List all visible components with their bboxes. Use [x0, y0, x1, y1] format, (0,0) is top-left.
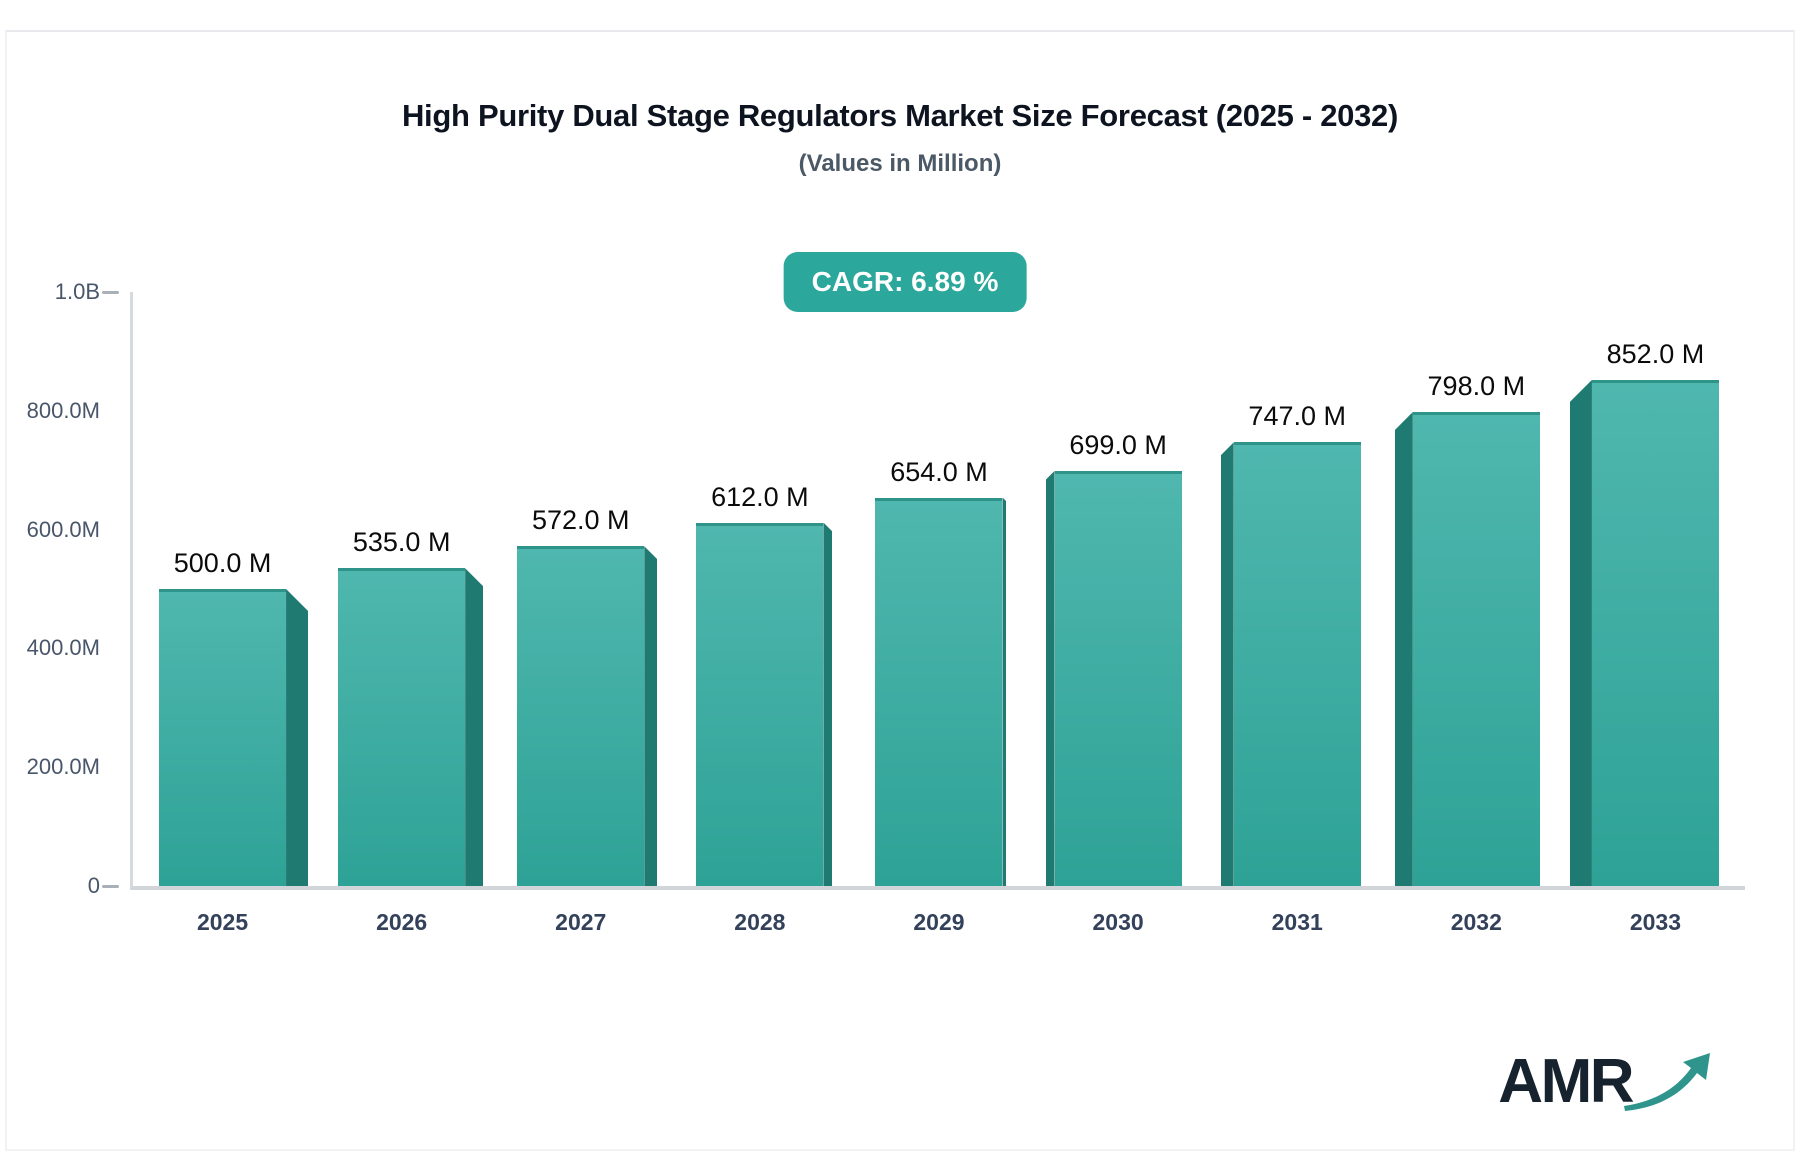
bar-side-face: [1045, 470, 1055, 886]
bar-group-2025: 500.0 M 2025: [133, 292, 312, 935]
x-axis-label: 2029: [913, 909, 965, 935]
bar-2029[interactable]: [875, 497, 1007, 886]
bar-group-2033: 852.0 M 2033: [1566, 292, 1745, 935]
x-axis-label: 2030: [1092, 909, 1144, 935]
y-axis-tick-label: 200.0M: [26, 754, 100, 780]
x-axis-label: 2033: [1629, 909, 1681, 935]
chart-title: High Purity Dual Stage Regulators Market…: [401, 98, 1399, 133]
y-axis-tick-label: 800.0M: [26, 397, 100, 423]
bar-value-label: 654.0 M: [890, 456, 988, 487]
x-axis-label: 2027: [555, 909, 607, 935]
x-axis-label: 2026: [376, 909, 428, 935]
x-axis-label: 2032: [1450, 909, 1502, 935]
bar-side-face: [1220, 442, 1234, 886]
bar-2026[interactable]: [338, 568, 484, 886]
y-axis-tick-label: 400.0M: [26, 635, 100, 661]
bar-group-2029: 654.0 M 2029: [849, 292, 1028, 935]
y-axis-tick-mark: [102, 884, 119, 888]
bar-2027[interactable]: [517, 546, 658, 886]
bar-side-face: [1569, 379, 1592, 886]
bar-group-2030: 699.0 M 2030: [1029, 292, 1208, 935]
bar-2028[interactable]: [696, 522, 833, 886]
bar-2025[interactable]: [159, 589, 309, 886]
bar-value-label: 572.0 M: [531, 505, 630, 536]
cagr-badge: CAGR: 6.89 %: [783, 252, 1027, 312]
bar-side-face: [286, 589, 309, 886]
bar-value-label: 747.0 M: [1248, 401, 1346, 432]
plot-area: 500.0 M 2025 535.0 M 2026 572.0 M 2027 612.0 M…: [130, 292, 1745, 935]
bar-side-face: [1394, 412, 1413, 886]
bar-group-2032: 798.0 M 2032: [1387, 292, 1566, 935]
bar-2032[interactable]: [1394, 412, 1540, 886]
bar-2030[interactable]: [1045, 470, 1182, 886]
bar-value-label: 500.0 M: [173, 548, 272, 578]
bar-group-2028: 612.0 M 2028: [670, 292, 849, 935]
y-axis-tick-label: 600.0M: [26, 516, 100, 542]
bar-group-2031: 747.0 M 2031: [1208, 292, 1387, 935]
y-axis-tick-label: 1.0B: [54, 279, 100, 304]
bar-value-label: 535.0 M: [352, 527, 451, 558]
bar-2031[interactable]: [1220, 442, 1361, 886]
logo-text: AMR: [1498, 1047, 1634, 1116]
bar-side-face: [644, 546, 658, 886]
x-axis-label: 2025: [196, 909, 249, 935]
bar-side-face: [1002, 497, 1007, 886]
amr-logo: AMR: [1498, 1047, 1714, 1116]
bar-value-label: 699.0 M: [1069, 429, 1167, 460]
bar-group-2027: 572.0 M 2027: [491, 292, 670, 935]
bar-2033[interactable]: [1569, 379, 1719, 886]
x-axis-label: 2028: [734, 909, 786, 935]
bar-side-face: [823, 522, 833, 886]
y-axis-tick-label: 0: [87, 873, 100, 898]
trending-up-arrow-icon: [1624, 1053, 1710, 1111]
bar-value-label: 612.0 M: [711, 481, 809, 512]
bar-value-label: 852.0 M: [1606, 338, 1705, 369]
x-axis-label: 2031: [1271, 909, 1323, 935]
bar-group-2026: 535.0 M 2026: [312, 292, 491, 935]
chart-subtitle: (Values in Million): [798, 150, 1002, 177]
bars-row: 500.0 M 2025 535.0 M 2026 572.0 M 2027 612.0 M…: [133, 292, 1745, 935]
bar-value-label: 798.0 M: [1427, 371, 1526, 401]
bar-side-face: [465, 568, 484, 886]
y-axis-tick-mark: [102, 290, 119, 294]
